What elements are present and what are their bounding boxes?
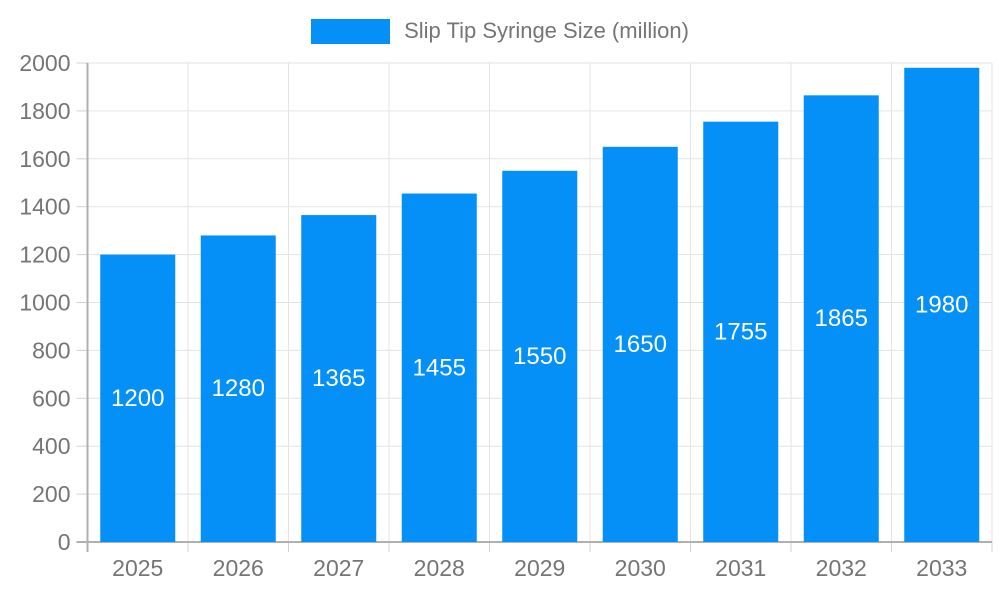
y-tick-label-1600: 1600 [19,146,70,172]
y-tick-label-800: 800 [32,337,70,363]
y-tick-label-1200: 1200 [19,242,70,268]
y-tick-label-1400: 1400 [19,194,70,220]
y-tick-label-1000: 1000 [19,290,70,316]
x-tick-label-2027: 2027 [313,555,364,581]
bar-value-label: 1200 [111,385,164,412]
x-tick-label-2025: 2025 [112,555,163,581]
bar-value-label: 1550 [513,343,566,370]
y-tick-label-400: 400 [32,433,70,459]
bar-value-label: 1455 [413,354,466,381]
bar-2028 [401,193,477,542]
y-tick-label-600: 600 [32,385,70,411]
legend-item[interactable]: Slip Tip Syringe Size (million) [0,18,1000,44]
bar-value-label: 1980 [915,291,968,318]
bar-2030 [602,146,678,542]
bar-2029 [502,170,578,542]
bar-2033 [904,67,980,542]
x-tick-label-2033: 2033 [916,555,967,581]
bar-value-label: 1865 [815,305,868,332]
x-tick-label-2026: 2026 [213,555,264,581]
bar-2031 [703,121,779,543]
x-tick-label-2032: 2032 [816,555,867,581]
legend-label: Slip Tip Syringe Size (million) [404,18,689,43]
y-tick-label-1800: 1800 [19,98,70,124]
x-tick-label-2031: 2031 [715,555,766,581]
y-tick-label-0: 0 [58,529,71,555]
bar-value-label: 1280 [212,375,265,402]
bar-2026 [200,235,276,542]
y-tick-label-2000: 2000 [19,50,70,76]
x-tick-label-2028: 2028 [414,555,465,581]
legend-swatch [311,18,391,44]
y-tick-label-200: 200 [32,481,70,507]
x-tick-label-2029: 2029 [514,555,565,581]
x-tick-label-2030: 2030 [615,555,666,581]
bar-2027 [301,215,377,542]
bar-value-label: 1650 [614,331,667,358]
bar-2032 [803,95,879,543]
bar-2025 [100,254,176,542]
bar-value-label: 1365 [312,365,365,392]
bar-value-label: 1755 [714,318,767,345]
